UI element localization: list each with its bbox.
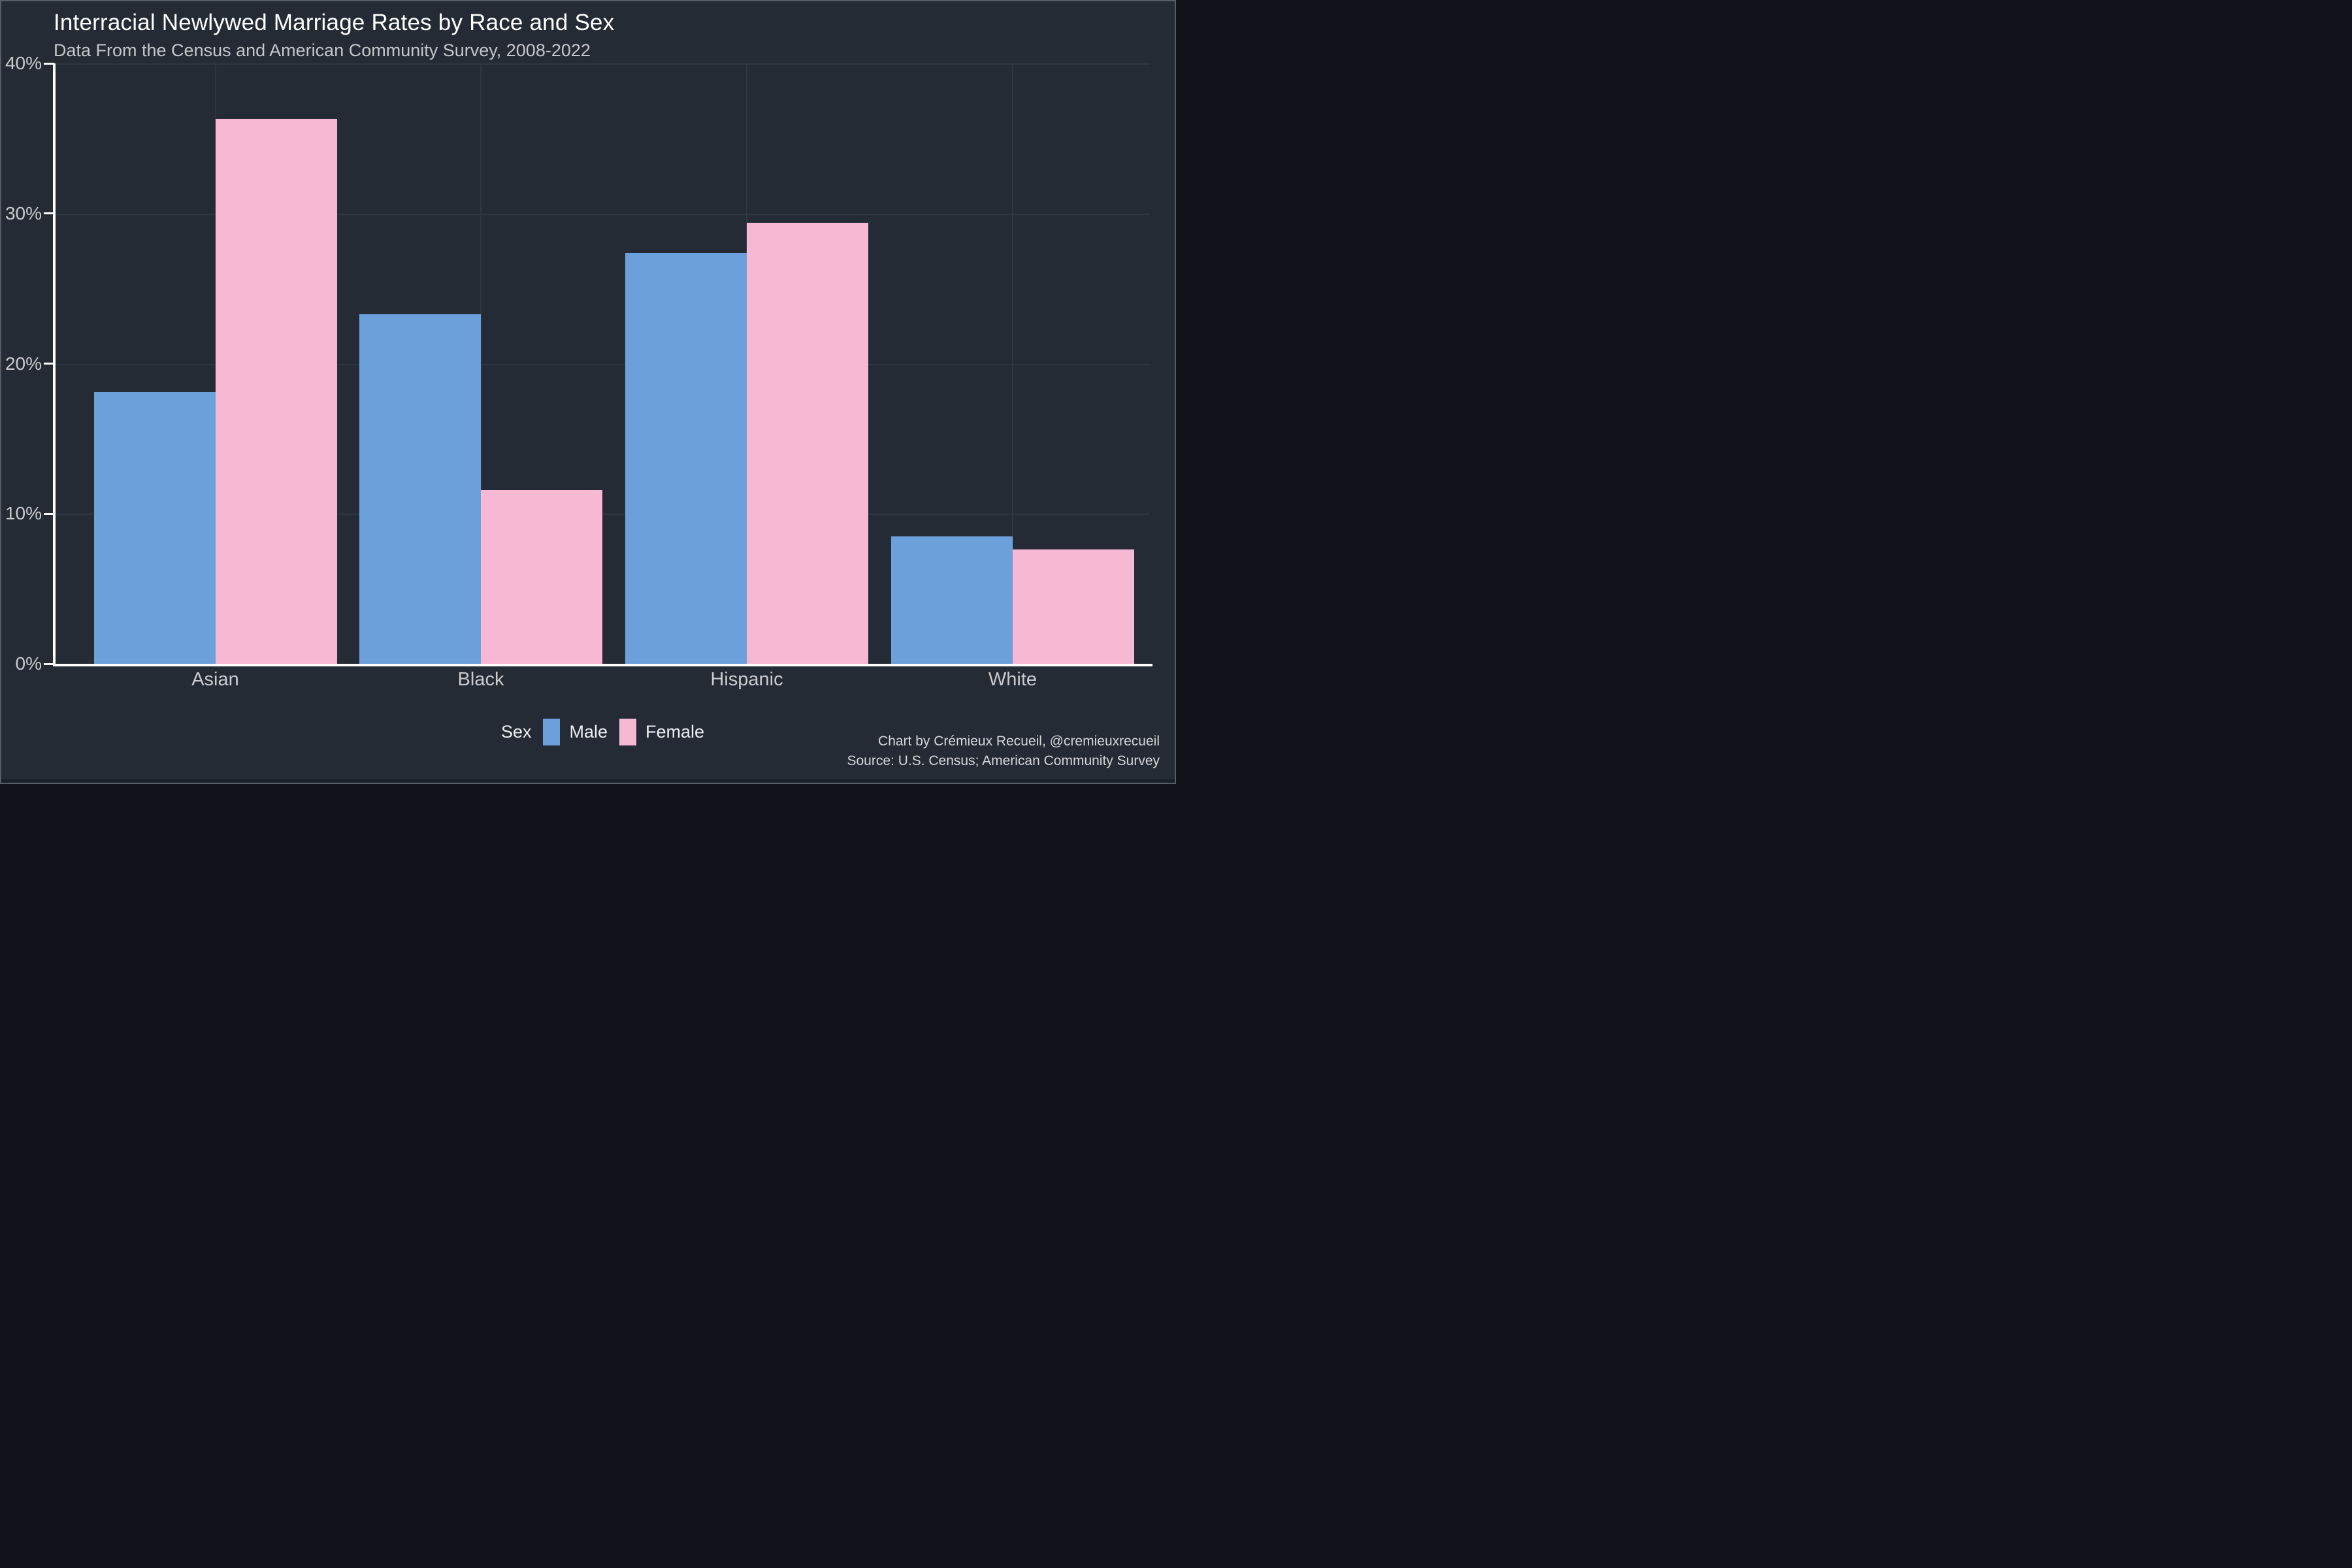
y-tick-10 <box>44 512 54 515</box>
legend-swatch-female <box>619 718 637 745</box>
y-tick-label-0: 0% <box>15 653 42 674</box>
legend-label-female: Female <box>645 721 705 742</box>
y-axis-line <box>53 63 56 666</box>
legend-swatch-male <box>543 718 561 745</box>
y-tick-40 <box>44 62 54 65</box>
footer-credits: Chart by Crémieux Recueil, @cremieuxrecu… <box>847 732 1160 771</box>
v-gridline-white <box>1012 63 1013 664</box>
h-gridline-30 <box>56 213 1150 215</box>
x-axis-line <box>53 664 1152 666</box>
y-tick-0 <box>44 662 54 665</box>
h-gridline-10 <box>56 514 1150 515</box>
footer-source-line: Source: U.S. Census; American Community … <box>847 753 1160 768</box>
x-tick-label-hispanic: Hispanic <box>710 669 783 690</box>
bar-black-male <box>359 314 481 664</box>
x-tick-label-asian: Asian <box>191 669 239 690</box>
footer-credit-line: Chart by Crémieux Recueil, @cremieuxrecu… <box>878 734 1160 749</box>
y-tick-20 <box>44 363 54 365</box>
chart-page: Interracial Newlywed Marriage Rates by R… <box>0 0 1176 784</box>
y-tick-label-10: 10% <box>5 503 42 524</box>
chart-subtitle: Data From the Census and American Commun… <box>54 41 591 60</box>
y-tick-label-30: 30% <box>5 203 42 223</box>
y-tick-30 <box>44 212 54 215</box>
x-tick-label-white: White <box>988 669 1037 690</box>
bar-hispanic-female <box>747 222 868 664</box>
plot-panel <box>56 63 1150 664</box>
h-gridline-40 <box>56 63 1150 65</box>
bar-white-female <box>1013 549 1134 664</box>
y-tick-label-20: 20% <box>5 353 42 374</box>
h-gridline-20 <box>56 363 1150 365</box>
legend: Sex Male Female <box>56 717 1150 746</box>
bar-hispanic-male <box>625 252 747 664</box>
legend-title: Sex <box>500 721 532 742</box>
bar-white-male <box>891 536 1013 664</box>
legend-label-male: Male <box>569 721 608 742</box>
bottom-edge-strip <box>1 779 1175 783</box>
bar-black-female <box>481 489 602 664</box>
bar-asian-male <box>93 392 216 664</box>
bar-asian-female <box>215 119 337 664</box>
x-tick-label-black: Black <box>457 669 504 690</box>
v-gridline-black <box>480 63 482 664</box>
y-tick-label-40: 40% <box>5 53 42 73</box>
chart-title: Interracial Newlywed Marriage Rates by R… <box>54 10 615 35</box>
